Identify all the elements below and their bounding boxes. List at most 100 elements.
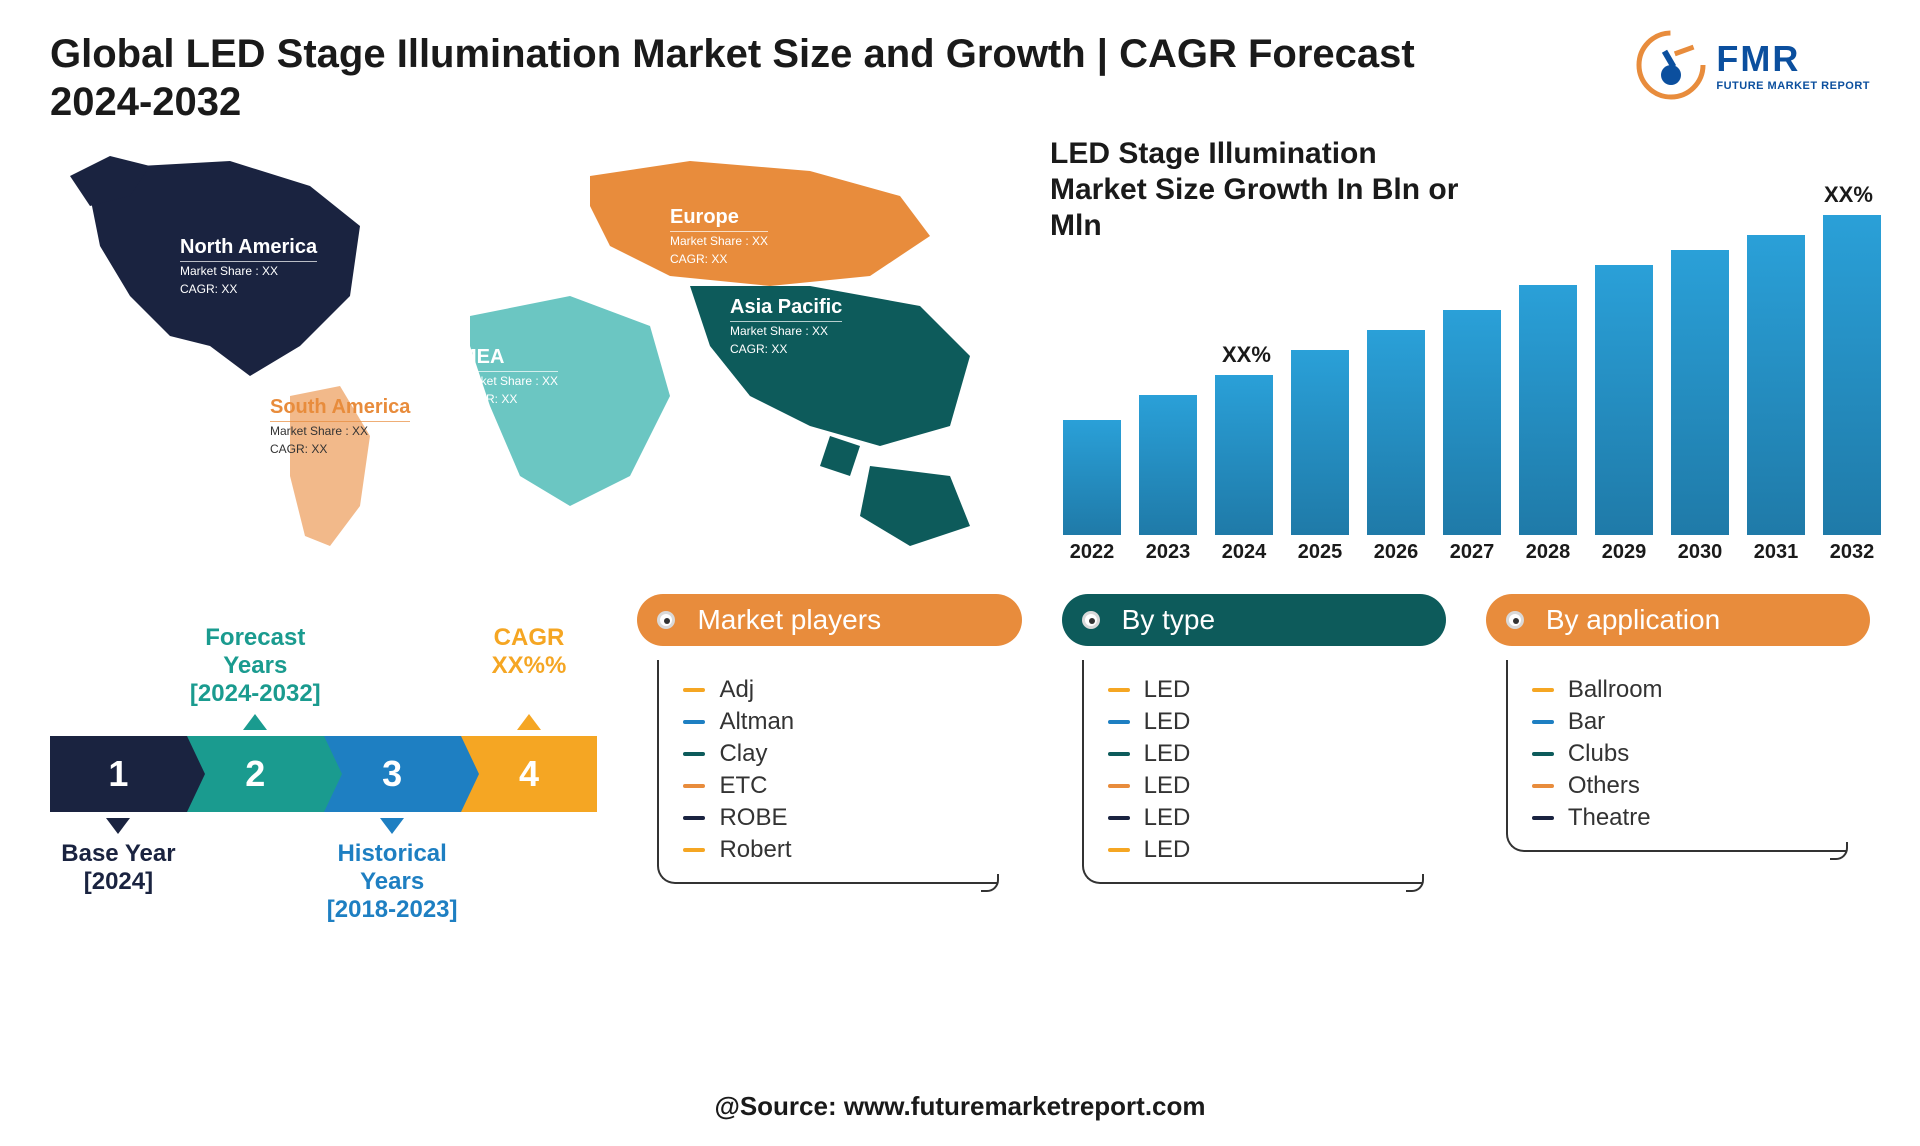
list-item: Clubs: [1532, 740, 1846, 768]
cagr-label-text: CAGR: [461, 624, 598, 652]
list-item-text: Adj: [719, 676, 754, 704]
bullet-icon: [1506, 611, 1524, 629]
tick-icon: [1108, 688, 1130, 692]
bottom-row: Forecast Years [2024-2032] CAGR XX%% 123…: [50, 594, 1870, 924]
list-item: Clay: [683, 740, 997, 768]
by-type-list: LEDLEDLEDLEDLEDLED: [1082, 660, 1422, 884]
list-item: Theatre: [1532, 804, 1846, 832]
list-item: Others: [1532, 772, 1846, 800]
list-item-text: LED: [1144, 804, 1191, 832]
by-application-list: Ballroom Bar Clubs Others Theatre: [1506, 660, 1846, 852]
list-item-text: LED: [1144, 676, 1191, 704]
bar-year-label: 2029: [1602, 541, 1647, 564]
by-application-pill: By application: [1486, 594, 1870, 646]
world-map: North AmericaMarket Share : XXCAGR: XX So…: [50, 136, 1010, 556]
list-item: LED: [1108, 676, 1422, 704]
list-item: LED: [1108, 740, 1422, 768]
tick-icon: [1108, 720, 1130, 724]
market-players-pill: Market players: [637, 594, 1021, 646]
list-item-text: Theatre: [1568, 804, 1651, 832]
list-item-text: LED: [1144, 740, 1191, 768]
bar-label-2032: XX%: [1824, 182, 1873, 208]
bar-column: 2025: [1288, 350, 1352, 564]
by-type-title: By type: [1122, 604, 1215, 635]
tick-icon: [1108, 752, 1130, 756]
tick-icon: [1532, 816, 1554, 820]
tick-icon: [1532, 784, 1554, 788]
bar-column: 2027: [1440, 310, 1504, 564]
list-item: Adj: [683, 676, 997, 704]
list-item-text: Bar: [1568, 708, 1605, 736]
tick-icon: [683, 688, 705, 692]
list-item-text: LED: [1144, 708, 1191, 736]
bar: [1747, 235, 1805, 535]
bar: [1823, 215, 1881, 535]
list-item: Ballroom: [1532, 676, 1846, 704]
market-players-title: Market players: [697, 604, 881, 635]
timeline-box: 4: [461, 736, 598, 812]
bar: [1291, 350, 1349, 535]
map-region-label: Asia PacificMarket Share : XXCAGR: XX: [730, 296, 842, 356]
logo: FMR FUTURE MARKET REPORT: [1636, 30, 1870, 100]
tick-icon: [683, 720, 705, 724]
by-application-column: By application Ballroom Bar Clubs Others The…: [1486, 594, 1870, 852]
market-players-list: AdjAltmanClayETCROBERobert: [657, 660, 997, 884]
cagr-label: CAGR XX%%: [461, 624, 598, 708]
bar-year-label: 2025: [1298, 541, 1343, 564]
bar-year-label: 2024: [1222, 541, 1267, 564]
bullet-icon: [657, 611, 675, 629]
bar-column: 2023: [1136, 395, 1200, 564]
tick-icon: [1108, 784, 1130, 788]
bar-year-label: 2032: [1830, 541, 1875, 564]
list-item: ROBE: [683, 804, 997, 832]
list-item-text: ETC: [719, 772, 767, 800]
map-region-label: EuropeMarket Share : XXCAGR: XX: [670, 206, 768, 266]
logo-icon: [1636, 30, 1706, 100]
list-item: ETC: [683, 772, 997, 800]
tick-icon: [1532, 720, 1554, 724]
timeline-box: 3: [324, 736, 461, 812]
tick-icon: [683, 784, 705, 788]
bar-year-label: 2023: [1146, 541, 1191, 564]
bar-column: 2022: [1060, 420, 1124, 564]
bar-year-label: 2031: [1754, 541, 1799, 564]
bar: [1215, 375, 1273, 535]
bar-column: 2024: [1212, 375, 1276, 564]
timeline-box: 2: [187, 736, 324, 812]
list-item: LED: [1108, 804, 1422, 832]
map-region-label: South AmericaMarket Share : XXCAGR: XX: [270, 396, 410, 456]
bar-column: 2029: [1592, 265, 1656, 564]
bar-year-label: 2028: [1526, 541, 1571, 564]
list-item-text: Ballroom: [1568, 676, 1663, 704]
triangle-down-icon: [106, 818, 130, 834]
timeline-boxes: 1234: [50, 736, 597, 812]
bar-column: 2028: [1516, 285, 1580, 564]
bar-year-label: 2030: [1678, 541, 1723, 564]
list-item: Bar: [1532, 708, 1846, 736]
chart-title: LED Stage Illumination Market Size Growt…: [1050, 136, 1470, 244]
map-region-label: North AmericaMarket Share : XXCAGR: XX: [180, 236, 317, 296]
list-item-text: LED: [1144, 772, 1191, 800]
triangle-up-icon: [243, 714, 267, 730]
hist-label-text: Historical Years: [324, 840, 461, 896]
list-item-text: Clay: [719, 740, 767, 768]
bar-column: 2032: [1820, 215, 1884, 564]
tick-icon: [1532, 752, 1554, 756]
bar-year-label: 2022: [1070, 541, 1115, 564]
timeline-box: 1: [50, 736, 187, 812]
tick-icon: [683, 848, 705, 852]
triangle-down-icon: [380, 818, 404, 834]
list-item: LED: [1108, 708, 1422, 736]
list-item: LED: [1108, 772, 1422, 800]
tick-icon: [683, 752, 705, 756]
bars-container: XX% XX% 20222023202420252026202720282029…: [1050, 254, 1884, 564]
bar-column: 2030: [1668, 250, 1732, 564]
tick-icon: [1532, 688, 1554, 692]
bar: [1595, 265, 1653, 535]
forecast-range: [2024-2032]: [187, 680, 324, 708]
list-item: Altman: [683, 708, 997, 736]
base-range: [2024]: [50, 868, 187, 896]
header: Global LED Stage Illumination Market Siz…: [50, 30, 1870, 126]
bar-column: 2031: [1744, 235, 1808, 564]
base-label-text: Base Year: [50, 840, 187, 868]
